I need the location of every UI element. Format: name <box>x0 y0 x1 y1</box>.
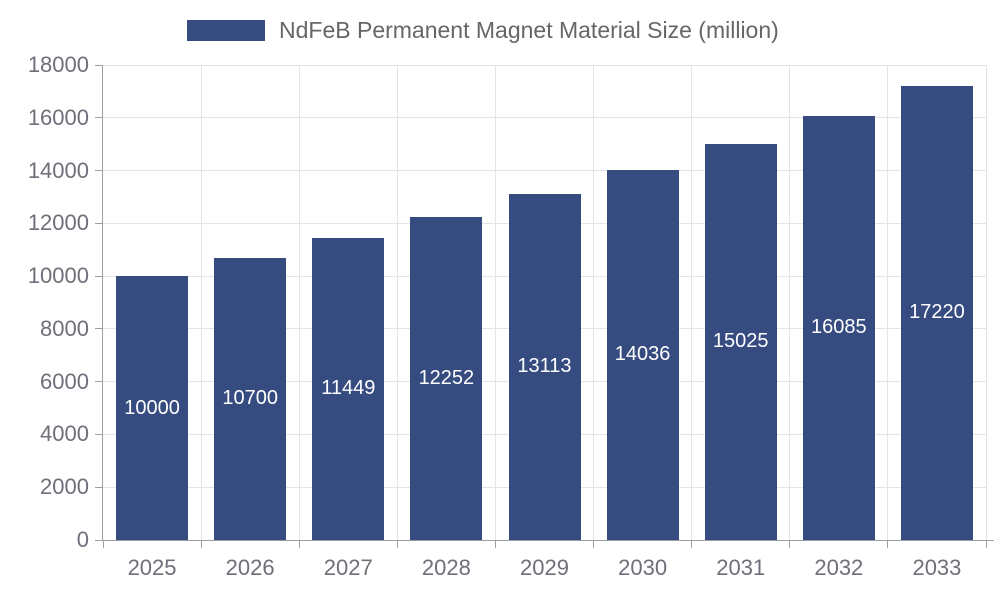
x-axis-tick <box>789 540 791 548</box>
legend-swatch-icon <box>187 20 265 41</box>
y-tick-label: 6000 <box>40 368 89 394</box>
bar-value-label: 14036 <box>614 343 671 366</box>
x-axis-tick <box>102 540 104 548</box>
x-tick-label: 2027 <box>323 555 373 580</box>
x-axis-tick <box>298 540 300 548</box>
y-axis-line <box>102 65 103 540</box>
y-tick-label: 16000 <box>27 104 89 130</box>
x-axis-tick <box>691 540 693 548</box>
x-tick-label: 2031 <box>716 555 766 580</box>
bar-2031: 15025 <box>704 143 777 540</box>
gridline-vertical <box>494 65 496 540</box>
bar-value-label: 12252 <box>418 366 475 389</box>
bar-2032: 16085 <box>802 115 875 540</box>
x-tick-label: 2029 <box>520 555 569 580</box>
x-tick-label: 2033 <box>912 555 962 580</box>
legend-label: NdFeB Permanent Magnet Material Size (mi… <box>279 17 779 43</box>
y-axis-tick <box>95 275 103 277</box>
bar-2028: 12252 <box>410 216 483 540</box>
bar-value-label: 15025 <box>712 330 769 353</box>
y-axis-tick <box>95 381 103 383</box>
x-axis-tick <box>985 540 987 548</box>
bar-value-label: 10000 <box>124 396 180 419</box>
legend[interactable]: NdFeB Permanent Magnet Material Size (mi… <box>187 17 779 44</box>
y-axis-tick <box>95 328 103 330</box>
y-tick-label: 8000 <box>40 315 89 341</box>
x-axis-tick <box>396 540 398 548</box>
y-tick-label: 18000 <box>27 52 89 77</box>
x-tick-label: 2025 <box>127 555 177 580</box>
gridline-vertical <box>200 65 202 540</box>
y-axis-tick <box>95 486 103 488</box>
gridline-vertical <box>985 65 987 540</box>
bar-value-label: 16085 <box>811 316 867 339</box>
bar-2026: 10700 <box>214 257 287 540</box>
x-axis-tick <box>494 540 496 548</box>
bar-2030: 14036 <box>606 169 679 540</box>
gridline-vertical <box>887 65 889 540</box>
x-axis-tick <box>200 540 202 548</box>
y-axis-tick <box>95 222 103 224</box>
gridline-horizontal <box>103 170 986 172</box>
y-tick-label: 10000 <box>27 263 89 289</box>
x-tick-label: 2028 <box>421 555 471 580</box>
y-axis-tick <box>95 117 103 119</box>
bar-value-label: 11449 <box>321 377 376 400</box>
x-axis-tick <box>593 540 595 548</box>
y-axis-tick <box>95 64 103 66</box>
y-tick-label: 14000 <box>27 157 89 183</box>
gridline-vertical <box>593 65 595 540</box>
x-tick-label: 2030 <box>618 555 668 580</box>
x-tick-label: 2026 <box>225 555 275 580</box>
y-axis-tick <box>95 539 103 541</box>
y-axis-tick <box>95 170 103 172</box>
bar-2025: 10000 <box>116 276 189 540</box>
bar-2027: 11449 <box>312 237 385 540</box>
y-tick-label: 12000 <box>27 210 89 236</box>
gridline-vertical <box>789 65 791 540</box>
gridline-vertical <box>396 65 398 540</box>
bar-value-label: 10700 <box>222 387 278 410</box>
y-tick-label: 4000 <box>40 421 89 447</box>
y-tick-label: 2000 <box>40 474 89 500</box>
bar-value-label: 13113 <box>517 355 572 378</box>
x-axis-tick <box>887 540 889 548</box>
gridline-horizontal <box>103 64 986 66</box>
gridline-horizontal <box>103 117 986 119</box>
y-tick-label: 0 <box>76 527 89 552</box>
y-axis-tick <box>95 433 103 435</box>
bar-value-label: 17220 <box>909 301 965 324</box>
gridline-vertical <box>298 65 300 540</box>
bar-2033: 17220 <box>900 85 973 540</box>
gridline-vertical <box>691 65 693 540</box>
x-axis-line <box>103 539 994 541</box>
bar-2029: 13113 <box>508 193 581 540</box>
x-tick-label: 2032 <box>814 555 864 580</box>
